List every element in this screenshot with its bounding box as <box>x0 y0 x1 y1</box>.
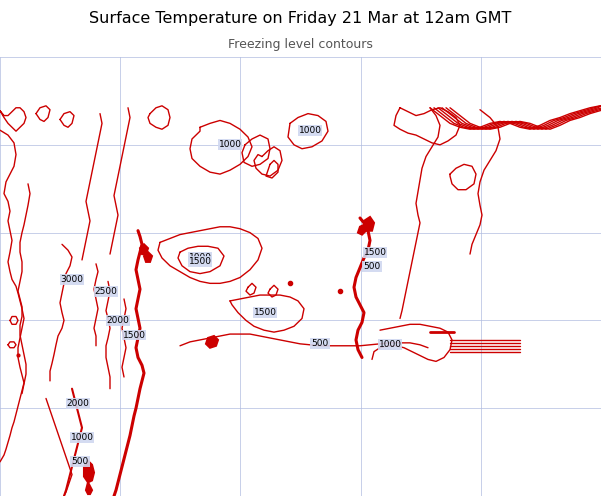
Text: 1000: 1000 <box>219 140 242 149</box>
Polygon shape <box>206 336 218 348</box>
Polygon shape <box>364 217 374 231</box>
Text: 1000: 1000 <box>70 433 94 442</box>
Polygon shape <box>358 225 366 235</box>
Text: Surface Temperature on Friday 21 Mar at 12am GMT: Surface Temperature on Friday 21 Mar at … <box>90 11 511 26</box>
Text: 500: 500 <box>364 262 380 271</box>
Text: 1500: 1500 <box>189 257 212 266</box>
Text: 1500: 1500 <box>364 248 386 256</box>
Polygon shape <box>86 482 92 494</box>
Polygon shape <box>84 461 94 482</box>
Text: 2500: 2500 <box>94 287 117 296</box>
Text: 1000: 1000 <box>189 252 212 261</box>
Text: 2000: 2000 <box>67 399 90 408</box>
Text: 1500: 1500 <box>123 330 145 340</box>
Text: 1000: 1000 <box>379 340 401 349</box>
Text: Freezing level contours: Freezing level contours <box>228 38 373 51</box>
Text: 2000: 2000 <box>106 316 129 325</box>
Text: 3000: 3000 <box>61 275 84 284</box>
Text: 500: 500 <box>311 339 329 348</box>
Text: 1500: 1500 <box>254 308 276 317</box>
Text: 500: 500 <box>72 457 88 466</box>
Polygon shape <box>140 245 148 254</box>
Polygon shape <box>144 252 152 262</box>
Text: 1000: 1000 <box>299 125 322 135</box>
